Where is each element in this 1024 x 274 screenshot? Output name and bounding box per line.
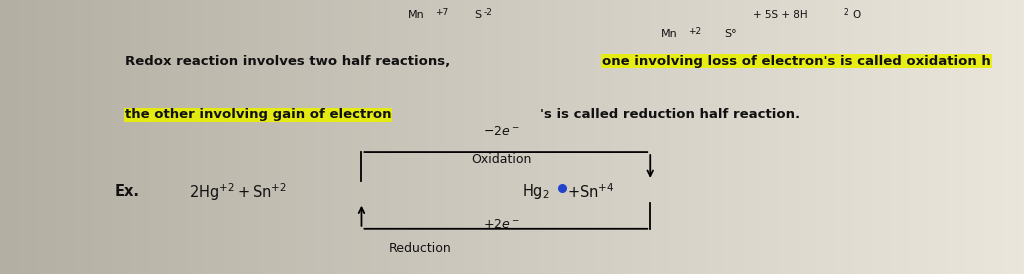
Text: Ex.: Ex. <box>115 184 139 199</box>
Text: $\mathrm{Hg}_{2}$: $\mathrm{Hg}_{2}$ <box>522 182 550 201</box>
Text: Mn: Mn <box>660 29 677 39</box>
Text: $-2e^-$: $-2e^-$ <box>483 125 520 138</box>
Text: S°: S° <box>724 29 736 39</box>
Text: Redox reaction involves two half reactions,: Redox reaction involves two half reactio… <box>125 55 455 68</box>
Text: + 5S + 8H: + 5S + 8H <box>753 10 807 19</box>
Text: $+\mathrm{Sn}^{+4}$: $+\mathrm{Sn}^{+4}$ <box>567 182 614 201</box>
Text: 2: 2 <box>844 8 849 17</box>
Text: 's is called reduction half reaction.: 's is called reduction half reaction. <box>540 108 800 121</box>
Text: Reduction: Reduction <box>388 242 452 255</box>
Text: $2\mathrm{Hg}^{+2}+\mathrm{Sn}^{+2}$: $2\mathrm{Hg}^{+2}+\mathrm{Sn}^{+2}$ <box>189 181 288 203</box>
Text: S: S <box>474 10 481 19</box>
Text: the other involving gain of electron: the other involving gain of electron <box>125 108 391 121</box>
Text: +2: +2 <box>688 27 701 36</box>
Text: -2: -2 <box>483 8 493 17</box>
Text: Oxidation: Oxidation <box>472 153 531 166</box>
Text: +7: +7 <box>435 8 449 17</box>
Text: one involving loss of electron's is called oxidation h: one involving loss of electron's is call… <box>602 55 991 68</box>
Text: Mn: Mn <box>408 10 424 19</box>
Text: $+2e^-$: $+2e^-$ <box>483 218 520 231</box>
Text: O: O <box>852 10 860 19</box>
